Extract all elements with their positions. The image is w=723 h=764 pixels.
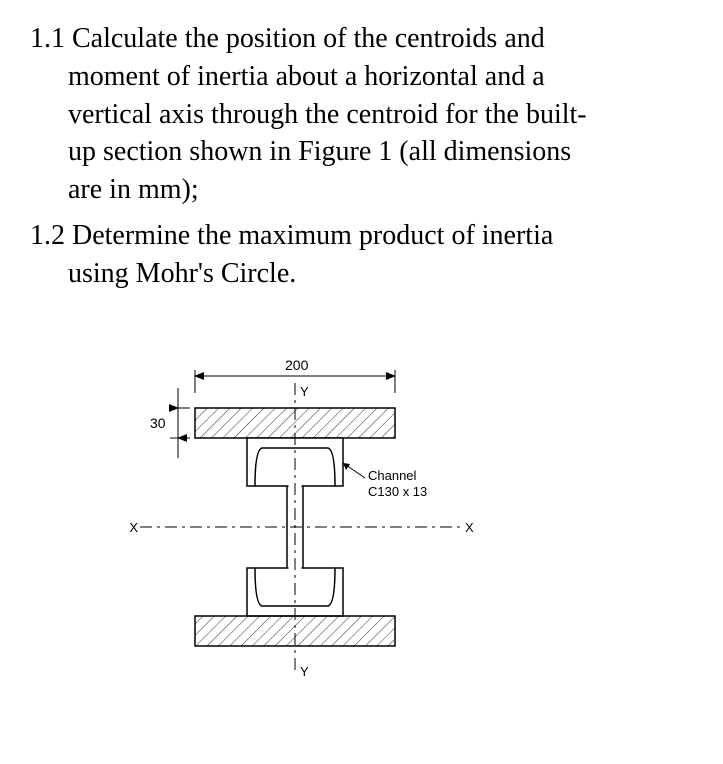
question-content2-line2: using Mohr's Circle. xyxy=(30,255,693,293)
x-axis-right-label: X xyxy=(465,520,474,535)
question-content-line4: up section shown in Figure 1 (all dimens… xyxy=(30,133,693,171)
channel-label-2: C130 x 13 xyxy=(368,484,427,499)
question-content2-line1: Determine the maximum product of inertia xyxy=(72,220,553,251)
dim-200: 200 xyxy=(285,357,309,373)
y-axis-bottom-label: Y xyxy=(300,664,309,679)
x-axis-left-label: X xyxy=(129,520,138,535)
channel-label-1: Channel xyxy=(368,468,417,483)
question-content-line5: are in mm); xyxy=(30,171,693,209)
question-number-2: 1.2 xyxy=(30,220,65,251)
question-1-1-text: 1.1 Calculate the position of the centro… xyxy=(30,20,693,209)
question-1-2-text: 1.2 Determine the maximum product of ine… xyxy=(30,217,693,293)
dim-30: 30 xyxy=(150,415,166,431)
question-content-line3: vertical axis through the centroid for t… xyxy=(30,96,693,134)
figure-1: 200 30 X X Y Y xyxy=(140,328,560,678)
question-content-line1: Calculate the position of the centroids … xyxy=(72,23,545,54)
question-content-line2: moment of inertia about a horizontal and… xyxy=(30,58,693,96)
question-number: 1.1 xyxy=(30,23,65,54)
question-1-2: 1.2 Determine the maximum product of ine… xyxy=(30,217,693,293)
y-axis-top-label: Y xyxy=(300,384,309,399)
question-1-1: 1.1 Calculate the position of the centro… xyxy=(30,20,693,209)
section-diagram: 200 30 X X Y Y xyxy=(140,328,560,678)
